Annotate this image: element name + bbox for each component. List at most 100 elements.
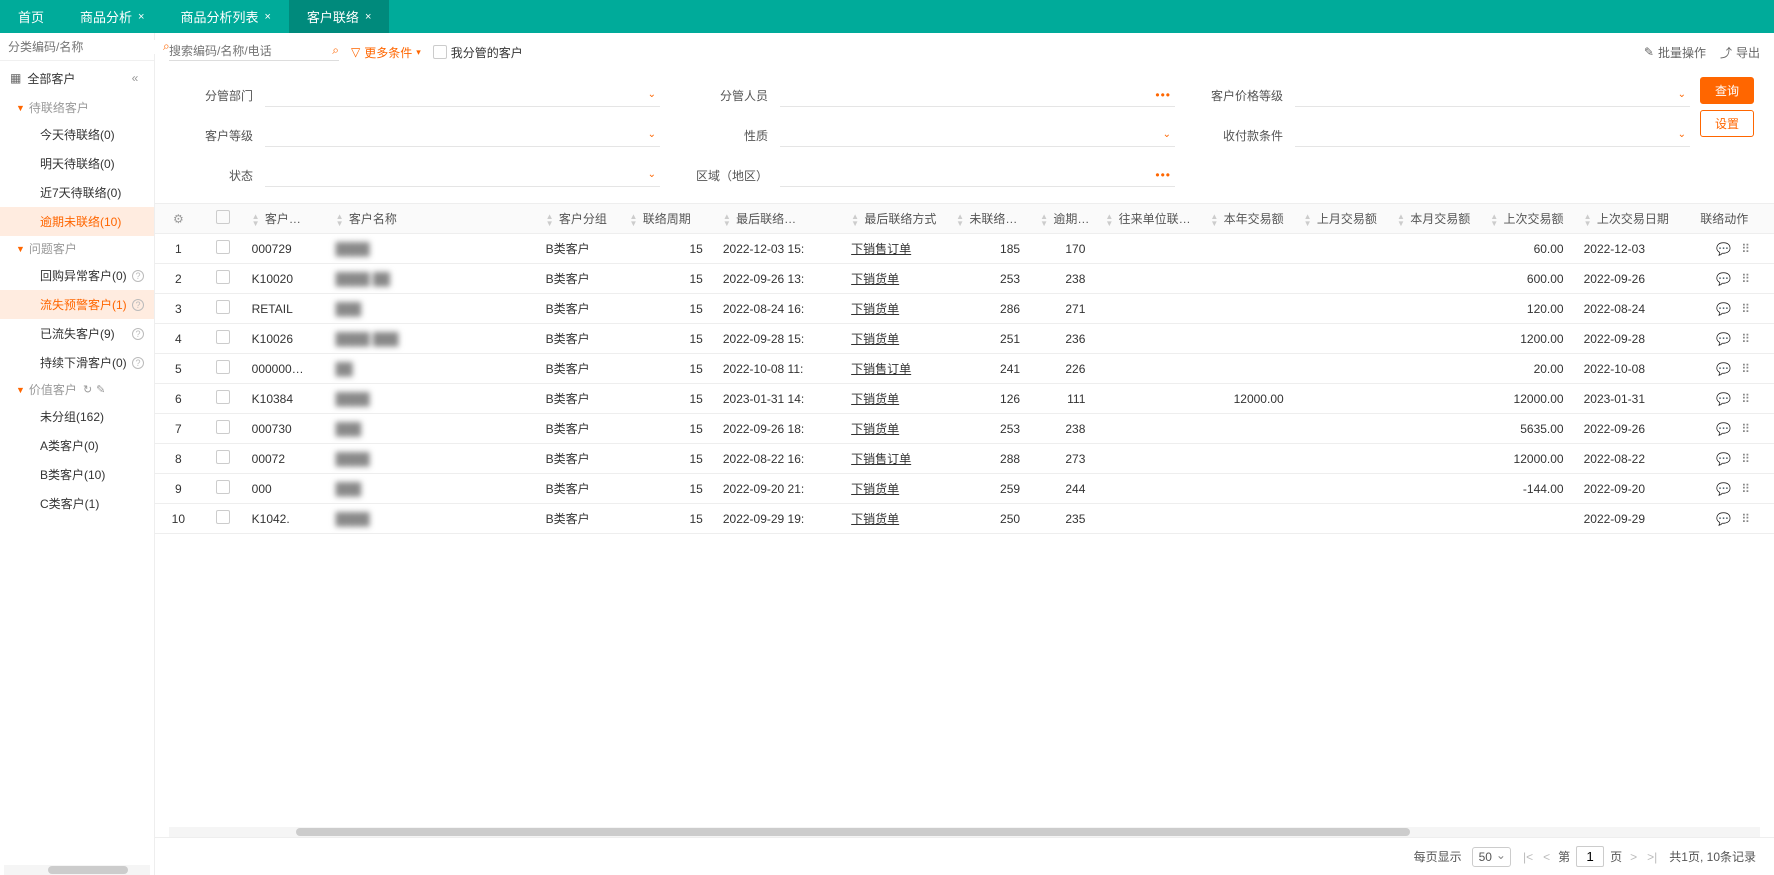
edit-icon[interactable]: ✎ [96,383,105,396]
row-checkbox[interactable] [202,384,244,414]
cell-method[interactable]: 下销货单 [843,294,948,324]
chat-icon[interactable]: 💬 [1716,452,1731,466]
row-checkbox[interactable] [202,294,244,324]
tab[interactable]: 首页 [0,0,62,33]
horizontal-scrollbar[interactable] [169,827,1760,837]
filter-field[interactable]: ••• [780,163,1175,187]
column-header[interactable]: ▲▼ 逾期… [1032,204,1097,234]
column-header[interactable] [202,204,244,234]
filter-field[interactable]: ⌄ [265,83,660,107]
first-page-icon[interactable]: |< [1521,850,1535,864]
table-row[interactable]: 3RETAIL███B类客户152022-08-24 16:下销货单286271… [155,294,1774,324]
tree-item[interactable]: 流失预警客户(1)? [0,290,154,319]
tree-item[interactable]: 明天待联络(0) [0,149,154,178]
table-row[interactable]: 5000000…██B类客户152022-10-08 11:下销售订单24122… [155,354,1774,384]
table-row[interactable]: 800072████B类客户152022-08-22 16:下销售订单28827… [155,444,1774,474]
tree-item[interactable]: B类客户(10) [0,460,154,489]
page-input[interactable] [1576,846,1604,867]
query-button[interactable]: 查询 [1700,77,1754,104]
filter-field[interactable]: ⌄ [1295,123,1690,147]
row-checkbox[interactable] [202,264,244,294]
cell-method[interactable]: 下销货单 [843,324,948,354]
sidebar-scrollbar[interactable] [4,865,150,875]
checkbox-icon[interactable] [216,210,230,224]
column-header[interactable]: ▲▼ 未联络天数 [948,204,1032,234]
table-row[interactable]: 10K1042.████B类客户152022-09-29 19:下销货单2502… [155,504,1774,534]
chat-icon[interactable]: 💬 [1716,302,1731,316]
tree-item[interactable]: 近7天待联络(0) [0,178,154,207]
row-checkbox[interactable] [202,474,244,504]
table-row[interactable]: 2K10020████ ██B类客户152022-09-26 13:下销货单25… [155,264,1774,294]
tab[interactable]: 商品分析列表× [162,0,288,33]
cell-method[interactable]: 下销货单 [843,264,948,294]
tree-group-header[interactable]: ▼问题客户 [0,236,154,261]
cell-method[interactable]: 下销售订单 [843,444,948,474]
column-header[interactable]: ▲▼ 最后联络方式 [843,204,948,234]
column-header[interactable]: ▲▼ 本月交易额 [1389,204,1482,234]
export-button[interactable]: ⤴ 导出 [1720,44,1760,61]
row-checkbox[interactable] [202,444,244,474]
all-customers-label[interactable]: 全部客户 [27,70,75,87]
cell-method[interactable]: 下销货单 [843,474,948,504]
column-header[interactable]: ▲▼ 上次交易额 [1482,204,1575,234]
column-header[interactable]: ▲▼ 客户分组 [538,204,622,234]
table-row[interactable]: 1000729████B类客户152022-12-03 15:下销售订单1851… [155,234,1774,264]
last-page-icon[interactable]: >| [1645,850,1659,864]
tree-item[interactable]: 回购异常客户(0)? [0,261,154,290]
chat-icon[interactable]: 💬 [1716,392,1731,406]
search-input[interactable] [169,44,332,58]
chat-icon[interactable]: 💬 [1716,242,1731,256]
more-icon[interactable]: ⠿ [1741,452,1750,466]
filter-field[interactable]: ⌄ [265,163,660,187]
more-icon[interactable]: ⠿ [1741,482,1750,496]
more-icon[interactable]: ⠿ [1741,362,1750,376]
close-icon[interactable]: × [138,11,144,23]
per-page-select[interactable]: 50 [1472,847,1511,867]
cell-method[interactable]: 下销货单 [843,504,948,534]
column-header[interactable]: ▲▼ 客户名称 [328,204,538,234]
collapse-icon[interactable]: « [126,69,144,87]
column-header[interactable]: ▲▼ 往来单位联… [1097,204,1202,234]
chat-icon[interactable]: 💬 [1716,272,1731,286]
table-row[interactable]: 4K10026████ ███B类客户152022-09-28 15:下销货单2… [155,324,1774,354]
tree-item[interactable]: 未分组(162) [0,402,154,431]
gear-icon[interactable]: ⚙ [173,212,184,226]
batch-action-button[interactable]: ✎ 批量操作 [1644,44,1706,61]
cell-method[interactable]: 下销货单 [843,414,948,444]
filter-field[interactable]: ⌄ [1295,83,1690,107]
more-icon[interactable]: ⠿ [1741,332,1750,346]
filter-field[interactable]: ⌄ [780,123,1175,147]
row-checkbox[interactable] [202,354,244,384]
chat-icon[interactable]: 💬 [1716,512,1731,526]
more-icon[interactable]: ⠿ [1741,272,1750,286]
tree-item[interactable]: 逾期未联络(10) [0,207,154,236]
tab[interactable]: 客户联络× [289,0,389,33]
column-header[interactable]: ▲▼ 上月交易额 [1296,204,1389,234]
prev-page-icon[interactable]: < [1541,850,1552,864]
table-row[interactable]: 6K10384████B类客户152023-01-31 14:下销货单12611… [155,384,1774,414]
more-icon[interactable]: ⠿ [1741,302,1750,316]
filter-field[interactable]: ⌄ [265,123,660,147]
cell-method[interactable]: 下销售订单 [843,354,948,384]
search-icon[interactable]: ⌕ [332,43,339,58]
column-header[interactable]: ▲▼ 客户… [244,204,328,234]
tree-group-header[interactable]: ▼待联络客户 [0,95,154,120]
column-header[interactable]: ▲▼ 联络周期 [622,204,715,234]
column-header[interactable]: ▲▼ 最后联络… [715,204,843,234]
row-checkbox[interactable] [202,324,244,354]
column-header[interactable]: ⚙ [155,204,202,234]
column-header[interactable]: ▲▼ 上次交易日期 [1576,204,1693,234]
chat-icon[interactable]: 💬 [1716,422,1731,436]
tree-item[interactable]: C类客户(1) [0,489,154,518]
tree-item[interactable]: 持续下滑客户(0)? [0,348,154,377]
sidebar-search-input[interactable] [8,40,163,54]
tab[interactable]: 商品分析× [62,0,162,33]
row-checkbox[interactable] [202,234,244,264]
more-icon[interactable]: ⠿ [1741,512,1750,526]
cell-method[interactable]: 下销售订单 [843,234,948,264]
tree-item[interactable]: 已流失客户(9)? [0,319,154,348]
chat-icon[interactable]: 💬 [1716,332,1731,346]
chat-icon[interactable]: 💬 [1716,362,1731,376]
refresh-icon[interactable]: ↻ [83,383,92,396]
row-checkbox[interactable] [202,414,244,444]
